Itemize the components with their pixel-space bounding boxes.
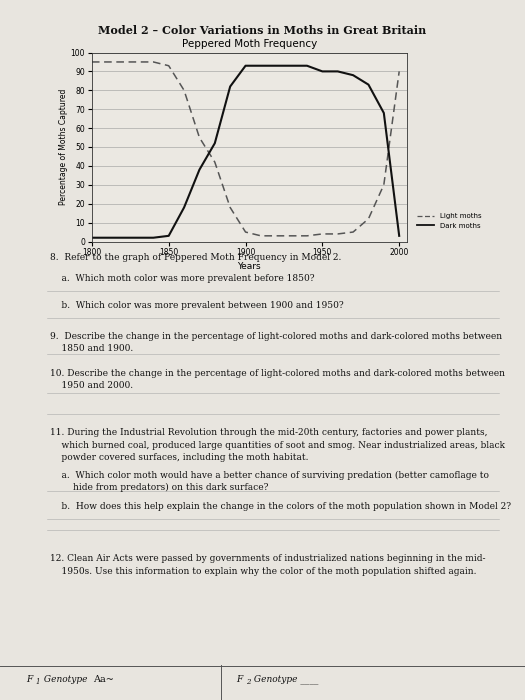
Text: a.  Which moth color was more prevalent before 1850?: a. Which moth color was more prevalent b… [50, 274, 314, 284]
Text: 11. During the Industrial Revolution through the mid-20th century, factories and: 11. During the Industrial Revolution thr… [50, 428, 505, 462]
Text: Model 2 – Color Variations in Moths in Great Britain: Model 2 – Color Variations in Moths in G… [98, 25, 427, 36]
Text: b.  How does this help explain the change in the colors of the moth population s: b. How does this help explain the change… [50, 502, 511, 511]
Y-axis label: Percentage of Moths Captured: Percentage of Moths Captured [59, 89, 68, 205]
X-axis label: Years: Years [237, 262, 261, 271]
Text: F: F [236, 675, 243, 683]
Text: 9.  Describe the change in the percentage of light-colored moths and dark-colore: 9. Describe the change in the percentage… [50, 332, 502, 353]
Legend: Light moths, Dark moths: Light moths, Dark moths [417, 213, 481, 229]
Text: 12. Clean Air Acts were passed by governments of industrialized nations beginnin: 12. Clean Air Acts were passed by govern… [50, 554, 486, 575]
Title: Peppered Moth Frequency: Peppered Moth Frequency [182, 39, 317, 49]
Text: 10. Describe the change in the percentage of light-colored moths and dark-colore: 10. Describe the change in the percentag… [50, 369, 505, 390]
Text: Genotype: Genotype [41, 675, 90, 683]
Text: 1: 1 [36, 678, 40, 686]
Text: 2: 2 [246, 678, 250, 686]
Text: Aa~: Aa~ [93, 675, 114, 683]
Text: F: F [26, 675, 33, 683]
Text: 8.  Refer to the graph of Peppered Moth Frequency in Model 2.: 8. Refer to the graph of Peppered Moth F… [50, 253, 341, 262]
Text: Genotype ____: Genotype ____ [251, 674, 318, 684]
Text: a.  Which color moth would have a better chance of surviving predation (better c: a. Which color moth would have a better … [50, 470, 489, 492]
Text: b.  Which color was more prevalent between 1900 and 1950?: b. Which color was more prevalent betwee… [50, 301, 343, 310]
